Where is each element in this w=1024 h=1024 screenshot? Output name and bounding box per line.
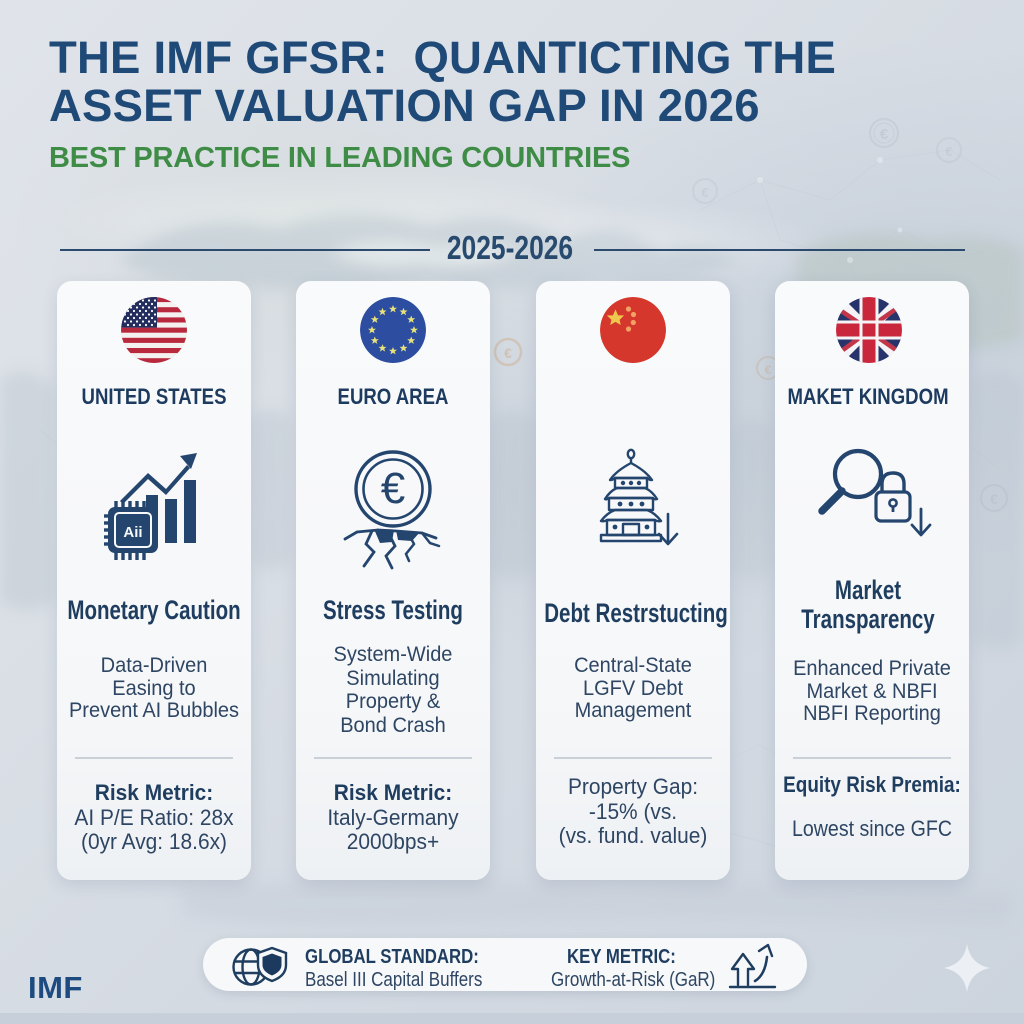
svg-text:€: € [880,126,889,143]
svg-text:€: € [701,185,708,200]
svg-text:€: € [765,363,772,377]
svg-text:Aii: Aii [123,524,142,541]
svg-text:€: € [945,144,952,159]
svg-text:€: € [381,464,405,513]
svg-text:€: € [504,345,512,361]
svg-text:€: € [990,491,998,507]
